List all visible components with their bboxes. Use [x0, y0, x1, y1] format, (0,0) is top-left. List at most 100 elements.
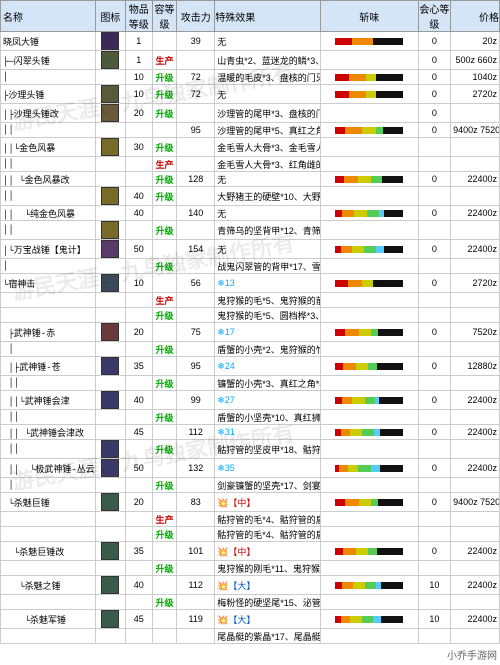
tier: 50 — [125, 459, 152, 478]
sharpness — [320, 459, 418, 478]
price: 9400z 7520z — [451, 493, 500, 512]
effect: 沙理管的尾甲*3、盘核的门牙*3、圆档桦*4 — [215, 104, 321, 123]
price — [451, 259, 500, 274]
price: 12880z — [451, 357, 500, 376]
effect: 金毛雪人大骨*3、金毛雪人的头冠*4、皆看白蛟*2 — [215, 138, 321, 157]
weapon-name: ││ — [1, 187, 96, 206]
affinity — [418, 308, 451, 323]
tier: 20 — [125, 323, 152, 342]
table-row: │升级剑豪镰蟹的坚壳*17、剑宴之镰鳞*14、土辫蝶*8、金瓜王*9 — [1, 478, 500, 493]
weapon-name: │└万宝战锤【鬼计】 — [1, 240, 96, 259]
tier — [125, 342, 152, 357]
craft-tag — [152, 629, 176, 644]
craft-tag: 升级 — [152, 308, 176, 323]
affinity: 0 — [418, 493, 451, 512]
craft-tag — [152, 459, 176, 478]
tier: 1 — [125, 32, 152, 51]
sharpness — [320, 595, 418, 610]
weapon-icon — [95, 527, 125, 542]
effect: ❄13 — [215, 274, 321, 293]
attack — [177, 104, 215, 123]
tier — [125, 157, 152, 172]
weapon-icon — [95, 221, 125, 240]
craft-tag — [152, 391, 176, 410]
effect: 无 — [215, 85, 321, 104]
attack: 83 — [177, 493, 215, 512]
affinity — [418, 478, 451, 493]
weapon-name: ││ └武神锤会津改 — [1, 425, 96, 440]
weapon-name: 晓凤大锤 — [1, 32, 96, 51]
affinity: 0 — [418, 172, 451, 187]
attack: 140 — [177, 206, 215, 221]
craft-tag — [152, 123, 176, 138]
attack — [177, 221, 215, 240]
table-row: ││95沙理管的尾甲*5、真红之角*2、皆吞白蛟*209400z 7520z — [1, 123, 500, 138]
effect: ❄27 — [215, 391, 321, 410]
weapon-name — [1, 293, 96, 308]
effect: 剑豪镰蟹的坚壳*17、剑宴之镰鳞*14、土辫蝶*8、金瓜王*9 — [215, 478, 321, 493]
weapon-icon — [95, 240, 125, 259]
price: 22400z — [451, 391, 500, 410]
effect: 战鬼闪翠管的背甲*17、雪胎的坚壳*11、土辫蝶*14、金瓜王*14 — [215, 259, 321, 274]
table-row: └杀魅之锤40112💥【大】1022400z — [1, 576, 500, 595]
attack: 101 — [177, 542, 215, 561]
price: 500z 660z — [451, 51, 500, 70]
price: 7520z — [451, 323, 500, 342]
tier: 40 — [125, 391, 152, 410]
weapon-icon — [95, 542, 125, 561]
weapon-name: ││└金色风暴 — [1, 138, 96, 157]
sharpness — [320, 542, 418, 561]
price — [451, 342, 500, 357]
weapon-name: ││ └极武神锤-丛云 — [1, 459, 96, 478]
affinity — [418, 221, 451, 240]
weapon-icon — [95, 259, 125, 274]
table-row: ││ └武神锤会津改45112❄31022400z — [1, 425, 500, 440]
price: 22400z — [451, 610, 500, 629]
table-row: ├沙理头锤10升级72无02720z — [1, 85, 500, 104]
footer-credit: 小乔手游网 — [0, 644, 500, 665]
table-row: │└万宝战锤【鬼计】50154无022400z — [1, 240, 500, 259]
affinity: 0 — [418, 323, 451, 342]
craft-tag: 升级 — [152, 259, 176, 274]
tier — [125, 629, 152, 644]
weapon-icon — [95, 595, 125, 610]
affinity — [418, 259, 451, 274]
sharpness — [320, 342, 418, 357]
craft-tag — [152, 357, 176, 376]
weapon-icon — [95, 629, 125, 644]
weapon-name: ││ — [1, 410, 96, 425]
table-row: ││40升级大野猪王的硬壁*10、大野猪王的尖牙*7、红角蝶*7、银瓜王*5、金… — [1, 187, 500, 206]
attack — [177, 410, 215, 425]
sharpness — [320, 576, 418, 595]
col-sharp: 斩味 — [320, 1, 418, 32]
table-row: 升级骷狩管的毛*4、骷狩管的盾爪*2、杀人蜂幼虫*4 — [1, 527, 500, 542]
table-row: └杀魅巨锤改35101💥【中】022400z — [1, 542, 500, 561]
craft-tag: 升级 — [152, 527, 176, 542]
price — [451, 221, 500, 240]
craft-tag: 升级 — [152, 410, 176, 425]
table-row: ││升级盾蟹的小坚壳*10、真红狮尾*4、土辫幼虫*2、银瓜王*2、镰蟹的小小壳… — [1, 410, 500, 425]
col-icon: 图标 — [95, 1, 125, 32]
price: 22400z — [451, 459, 500, 478]
table-row: ││生产金毛雪人大骨*3、红角雌的鳞*3、皆看白蛟*2 — [1, 157, 500, 172]
tier — [125, 221, 152, 240]
tier — [125, 561, 152, 576]
weapon-icon — [95, 187, 125, 206]
table-row: │10升级72温暖的毛皮*3、盘核的门牙*4、圆档桦*5 温暖的毛皮*3、蓝迷龙… — [1, 70, 500, 85]
tier: 45 — [125, 610, 152, 629]
sharpness — [320, 187, 418, 206]
weapon-icon — [95, 478, 125, 493]
effect: 骷狩管的坚皮甲*18、骷狩管的毛*7、土辫蝶*8、银瓜王*7、镰蟹的小坚壳*12 — [215, 440, 321, 459]
tier: 40 — [125, 187, 152, 206]
sharpness — [320, 308, 418, 323]
col-aff: 会心等级 — [418, 1, 451, 32]
table-row: ││└金色风暴30升级金毛雪人大骨*3、金毛雪人的头冠*4、皆看白蛟*2 — [1, 138, 500, 157]
attack: 119 — [177, 610, 215, 629]
weapon-name: └杀魅军锤 — [1, 610, 96, 629]
price — [451, 478, 500, 493]
sharpness — [320, 376, 418, 391]
weapon-icon — [95, 157, 125, 172]
effect: 金毛雪人大骨*3、红角雌的鳞*3、皆看白蛟*2 — [215, 157, 321, 172]
weapon-icon — [95, 425, 125, 440]
effect: 盾蟹的小壳*2、鬼狩猴的竹子棒*3、杀人蜂幼虫*4 — [215, 342, 321, 357]
